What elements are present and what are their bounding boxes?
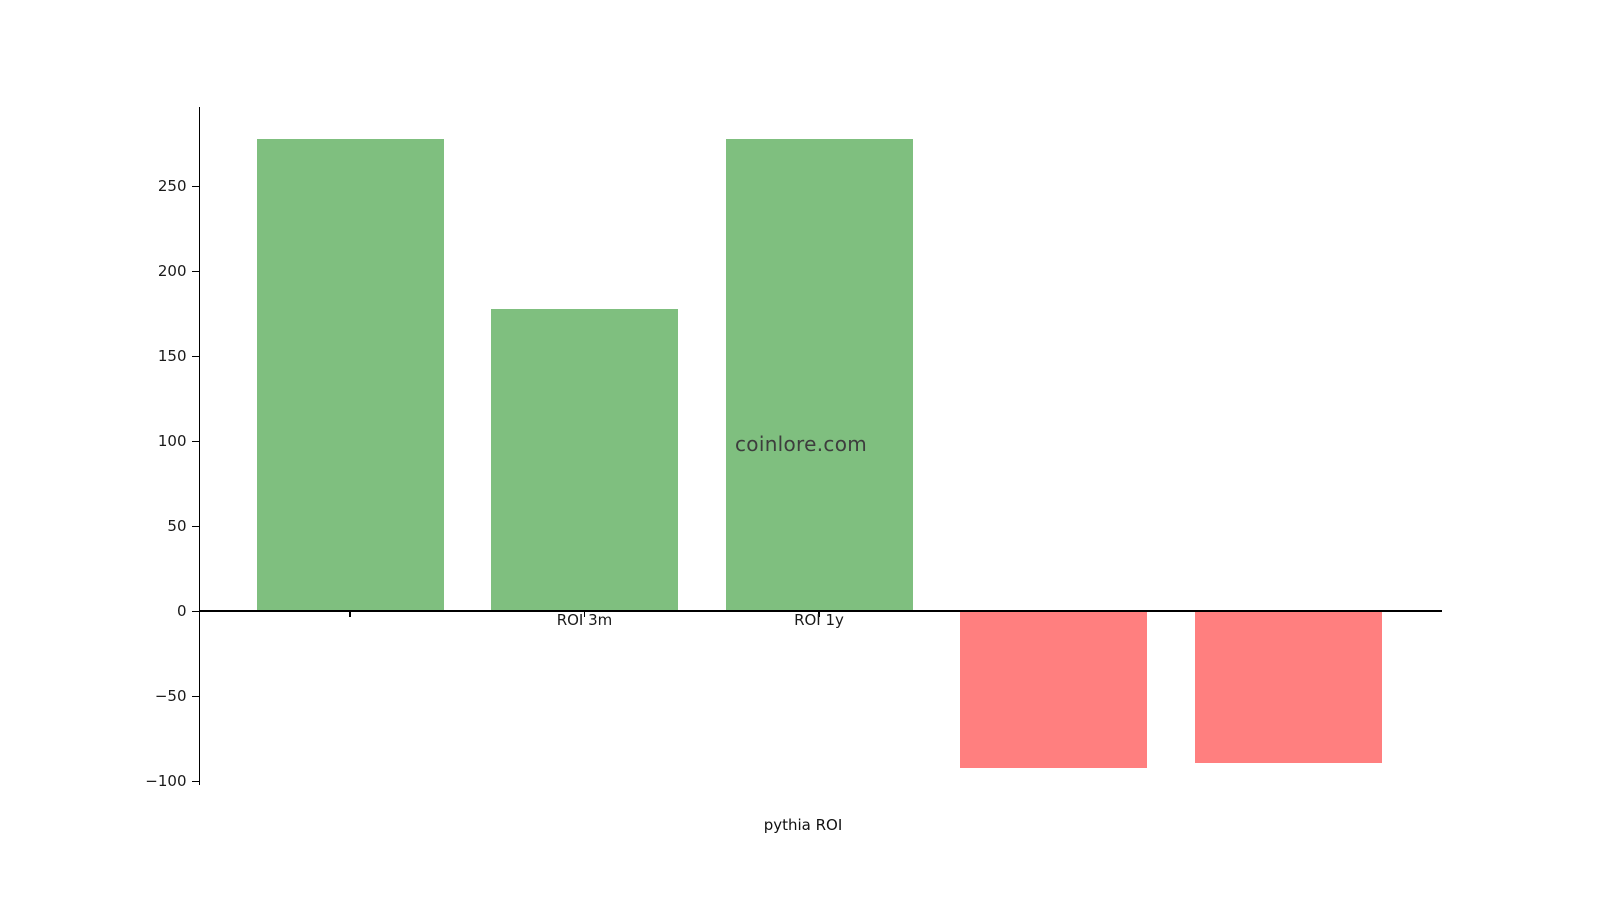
y-tick-mark [191, 695, 199, 698]
x-tick-label: ROI 1y [794, 610, 844, 629]
bar-series-5 [1194, 611, 1382, 763]
x-axis-line [198, 610, 1442, 612]
y-tick-label: 0 [176, 602, 187, 620]
y-tick-mark [191, 270, 199, 273]
x-tick-mark [583, 611, 586, 617]
y-tick-label: −100 [145, 772, 187, 790]
bar-roi-3m [491, 308, 678, 612]
y-tick-mark [191, 185, 199, 188]
y-tick-mark [191, 610, 199, 613]
y-tick-label: 200 [157, 262, 187, 280]
y-axis-line [198, 107, 200, 785]
y-tick-label: 50 [167, 517, 187, 535]
y-tick-label: 150 [157, 347, 187, 365]
y-tick-label: −50 [154, 687, 187, 705]
y-tick-mark [191, 440, 199, 443]
x-tick-mark [818, 611, 820, 617]
y-tick-mark [191, 525, 199, 528]
y-tick-label: 250 [157, 177, 187, 195]
x-tick-mark [349, 611, 351, 617]
y-tick-mark [191, 780, 199, 783]
x-axis-title: pythia ROI [763, 816, 843, 834]
y-tick-mark [191, 355, 199, 358]
watermark: coinlore.com [735, 432, 868, 456]
bar-series-1 [256, 138, 444, 612]
x-tick-label: ROI 3m [556, 610, 613, 629]
y-tick-label: 100 [157, 432, 187, 450]
bar-roi-1y [725, 138, 913, 612]
bar-series-4 [960, 611, 1147, 768]
